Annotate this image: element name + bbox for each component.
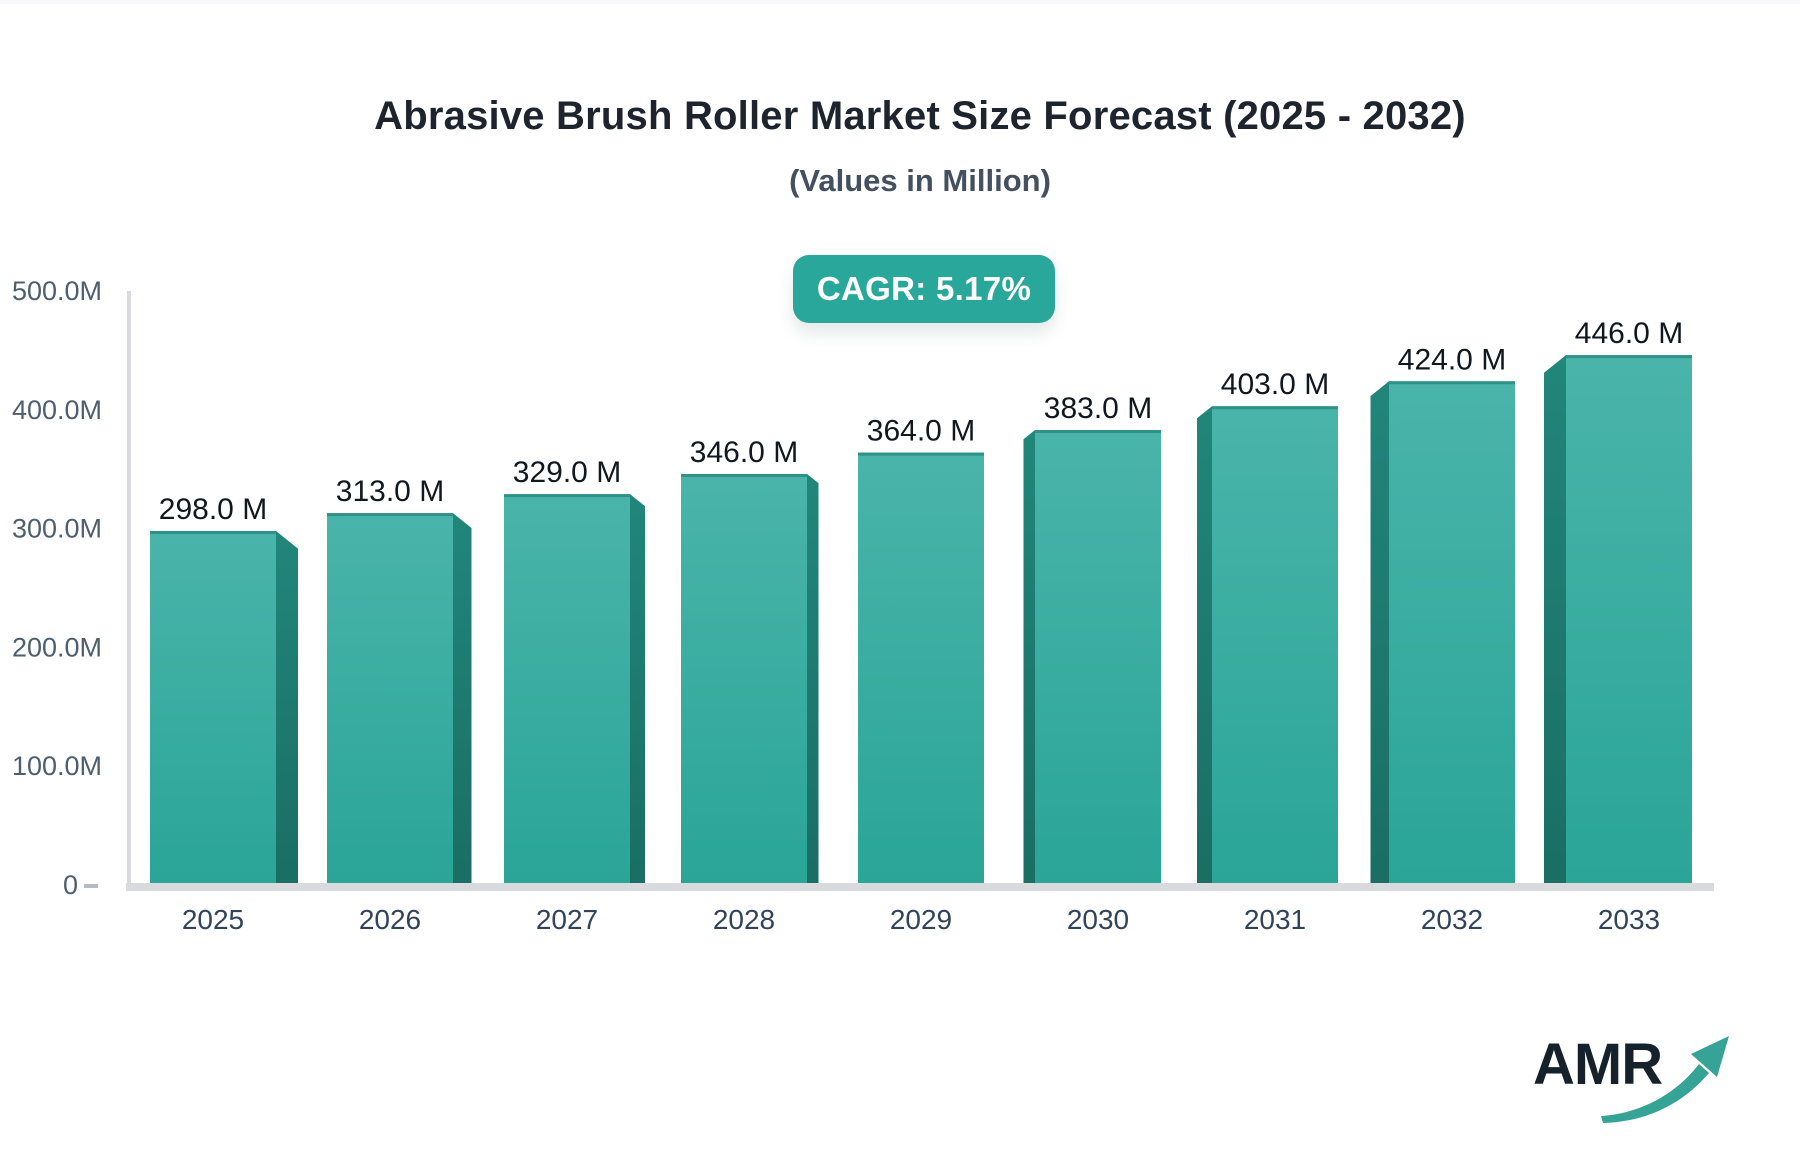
y-axis-tick-label: 100.0M xyxy=(12,751,102,781)
bar-value-label: 446.0 M xyxy=(1575,317,1683,350)
cagr-badge: CAGR: 5.17% xyxy=(793,255,1055,323)
bar-value-label: 298.0 M xyxy=(159,493,267,526)
bar-2026 xyxy=(327,513,472,883)
y-axis-tick-label: 500.0M xyxy=(12,276,102,306)
axis-layer xyxy=(84,291,1714,891)
bar-main-face xyxy=(681,473,807,883)
chart-subtitle: (Values in Million) xyxy=(789,163,1051,198)
bar-value-label: 329.0 M xyxy=(513,456,621,489)
amr-logo-text: AMR xyxy=(1533,1032,1663,1097)
cagr-badge-label: CAGR: 5.17% xyxy=(816,270,1032,307)
y-axis-tick-label: 300.0M xyxy=(12,514,102,544)
x-axis-category-label: 2026 xyxy=(359,904,421,935)
bar-2032 xyxy=(1370,381,1515,883)
bar-main-face xyxy=(150,530,276,883)
bar-value-label: 403.0 M xyxy=(1221,368,1329,401)
bar-main-face xyxy=(327,513,453,883)
bar-value-label: 383.0 M xyxy=(1044,392,1152,425)
chart-title: Abrasive Brush Roller Market Size Foreca… xyxy=(374,94,1466,138)
bar-main-face xyxy=(858,452,984,883)
growth-arrow-icon xyxy=(1601,1036,1729,1123)
y-axis-line xyxy=(127,291,131,883)
bar-main-face xyxy=(1566,355,1692,884)
bar-value-label: 313.0 M xyxy=(336,475,444,508)
x-axis-category-label: 2032 xyxy=(1421,904,1483,935)
y-axis-tick-label: 0 xyxy=(63,870,78,900)
amr-logo: AMR xyxy=(1533,1036,1753,1146)
bar-side-face xyxy=(1544,355,1566,884)
bar-value-label: 346.0 M xyxy=(690,436,798,469)
x-axis-category-label: 2031 xyxy=(1244,904,1306,935)
bar-side-face xyxy=(630,494,645,883)
bar-side-face xyxy=(1370,381,1389,883)
bar-side-face xyxy=(453,513,472,883)
bar-main-face xyxy=(1389,381,1515,883)
bar-2028 xyxy=(681,473,819,883)
bar-main-face xyxy=(1035,429,1161,883)
bar-value-label: 364.0 M xyxy=(867,415,975,448)
bar-main-face xyxy=(504,494,630,883)
bar-main-face xyxy=(1212,406,1338,883)
x-axis-category-label: 2033 xyxy=(1598,904,1660,935)
bar-2025 xyxy=(150,530,298,883)
bar-side-face xyxy=(1197,406,1212,883)
bars-layer xyxy=(150,355,1692,884)
labels-layer: 500.0M 400.0M 300.0M 200.0M 100.0M 0 298.0 M 20… xyxy=(12,276,1683,935)
zero-tick-dash xyxy=(84,884,98,888)
bar-2033 xyxy=(1544,355,1692,884)
x-axis-category-label: 2027 xyxy=(536,904,598,935)
y-axis-tick-label: 200.0M xyxy=(12,632,102,662)
bar-2027 xyxy=(504,494,645,883)
x-axis-category-label: 2028 xyxy=(713,904,775,935)
bar-2029 xyxy=(858,452,984,883)
x-axis-category-label: 2030 xyxy=(1067,904,1129,935)
x-axis-category-label: 2025 xyxy=(182,904,244,935)
bar-side-face xyxy=(1023,429,1035,883)
bar-side-face xyxy=(807,473,819,883)
x-axis-baseline xyxy=(126,883,1714,891)
bar-value-label: 424.0 M xyxy=(1398,343,1506,376)
top-border-strip xyxy=(0,0,1800,4)
y-axis-tick-label: 400.0M xyxy=(12,395,102,425)
x-axis-category-label: 2029 xyxy=(890,904,952,935)
bar-2031 xyxy=(1197,406,1338,883)
bar-side-face xyxy=(276,530,298,883)
bar-2030 xyxy=(1023,429,1161,883)
